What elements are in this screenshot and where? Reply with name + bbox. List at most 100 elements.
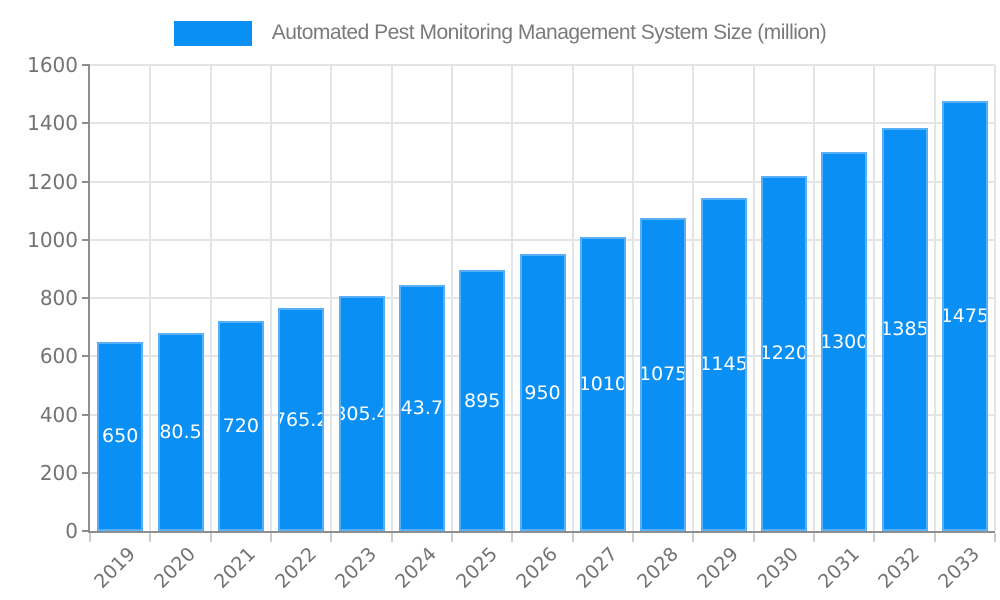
bar-value-label: 720 [222,415,259,438]
v-gridline [632,65,634,531]
x-axis-tick-label: 2020 [150,543,201,593]
x-axis-tick-label: 2033 [934,543,985,593]
h-gridline [90,238,995,241]
bar[interactable]: 950 [519,254,566,531]
v-gridline [209,65,212,531]
bar[interactable]: 1010 [579,236,626,531]
v-gridline [933,65,936,531]
y-axis-tick-label: 1200 [27,169,78,194]
bar-value-label: 765.2 [280,408,322,431]
x-axis-tick-label: 2030 [753,543,804,593]
bar[interactable]: 720 [217,321,264,531]
x-axis-tick [873,533,876,542]
v-gridline [752,65,755,531]
y-axis-tick [82,530,90,532]
v-gridline [330,65,333,531]
y-axis-tick-label: 1000 [27,227,78,252]
bar[interactable]: 650 [97,341,144,531]
legend-swatch [173,20,252,46]
legend-label: Automated Pest Monitoring Management Sys… [271,21,827,44]
x-axis-tick [390,533,393,542]
x-axis-tick-label: 2029 [693,543,744,593]
y-axis-tick [82,122,90,125]
h-gridline [90,64,995,66]
y-axis-tick-label: 800 [39,286,78,310]
bar-value-label: 1145 [700,353,747,376]
x-axis-tick-label: 2025 [451,543,502,593]
y-axis-labels: 0 200 400 600 800 1000 1200 1400 1600 [0,53,78,543]
y-axis-tick [82,180,90,183]
x-axis-tick [330,533,333,542]
y-axis-tick [82,297,90,299]
v-gridline [994,65,996,531]
x-axis-tick [813,533,815,542]
v-gridline [451,65,453,531]
y-axis-tick [82,238,90,241]
bar-value-label: 1075 [640,363,687,386]
x-axis-tick [89,533,91,542]
x-axis-tick [752,533,755,542]
bar-value-label: 1010 [579,372,626,395]
bar-value-label: 843.75 [400,397,443,420]
v-gridline [270,65,272,531]
bar-value-label: 895 [464,389,501,412]
x-axis-tick [451,533,453,542]
x-axis-tick [994,533,996,542]
x-axis-tick-label: 2024 [391,543,442,593]
x-axis-tick [209,533,212,542]
bar[interactable]: 1220 [760,175,807,531]
y-axis-tick [82,64,90,66]
bar[interactable]: 1300 [821,152,868,531]
bar[interactable]: 843.75 [398,285,445,531]
v-gridline [873,65,876,531]
bar-value-label: 1300 [821,330,868,353]
y-axis-tick-label: 400 [39,402,78,427]
bar[interactable]: 805.4 [338,296,385,531]
x-axis-tick-label: 2021 [210,543,261,593]
v-gridline [390,65,393,531]
x-axis-tick-label: 2026 [512,543,563,593]
x-axis-tick-label: 2023 [331,543,382,593]
v-gridline [692,65,695,531]
bar-value-label: 1475 [941,305,988,328]
bar-value-label: 1220 [760,342,807,365]
h-gridline [90,180,995,183]
bar[interactable]: 895 [459,270,506,531]
y-axis-tick-label: 0 [65,519,78,543]
h-gridline [90,122,995,125]
bar-value-label: 950 [524,381,561,404]
legend[interactable]: Automated Pest Monitoring Management Sys… [0,20,1000,46]
bar[interactable]: 1145 [700,197,747,531]
x-axis-tick-label: 2022 [270,543,321,593]
x-axis-tick-label: 2019 [89,543,140,593]
y-axis-tick [82,413,90,416]
x-axis-tick [270,533,272,542]
v-gridline [511,65,514,531]
bar-value-label: 1385 [881,318,928,341]
x-axis-tick-label: 2027 [572,543,623,593]
bar-value-label: 650 [102,425,139,448]
y-axis-tick-label: 1600 [27,53,78,77]
v-gridline [571,65,574,531]
bar-value-label: 680.55 [159,420,202,443]
x-axis-tick [692,533,695,542]
y-axis-tick-label: 200 [39,460,78,485]
x-axis-tick [571,533,574,542]
v-gridline [149,65,152,531]
bar[interactable]: 1075 [640,217,687,531]
x-axis-tick-label: 2032 [874,543,925,593]
bar[interactable]: 1385 [881,127,928,531]
y-axis-tick-label: 600 [39,344,78,369]
bar[interactable]: 765.2 [278,308,325,531]
x-axis-tick [149,533,152,542]
x-axis-tick [933,533,936,542]
bar[interactable]: 680.55 [157,332,204,531]
x-axis-tick-label: 2028 [632,543,683,593]
x-axis-tick [511,533,514,542]
y-axis-tick [82,471,90,474]
v-gridline [813,65,815,531]
x-axis-tick [632,533,634,542]
bar[interactable]: 1475 [941,101,988,531]
x-axis-tick-label: 2031 [813,543,864,593]
